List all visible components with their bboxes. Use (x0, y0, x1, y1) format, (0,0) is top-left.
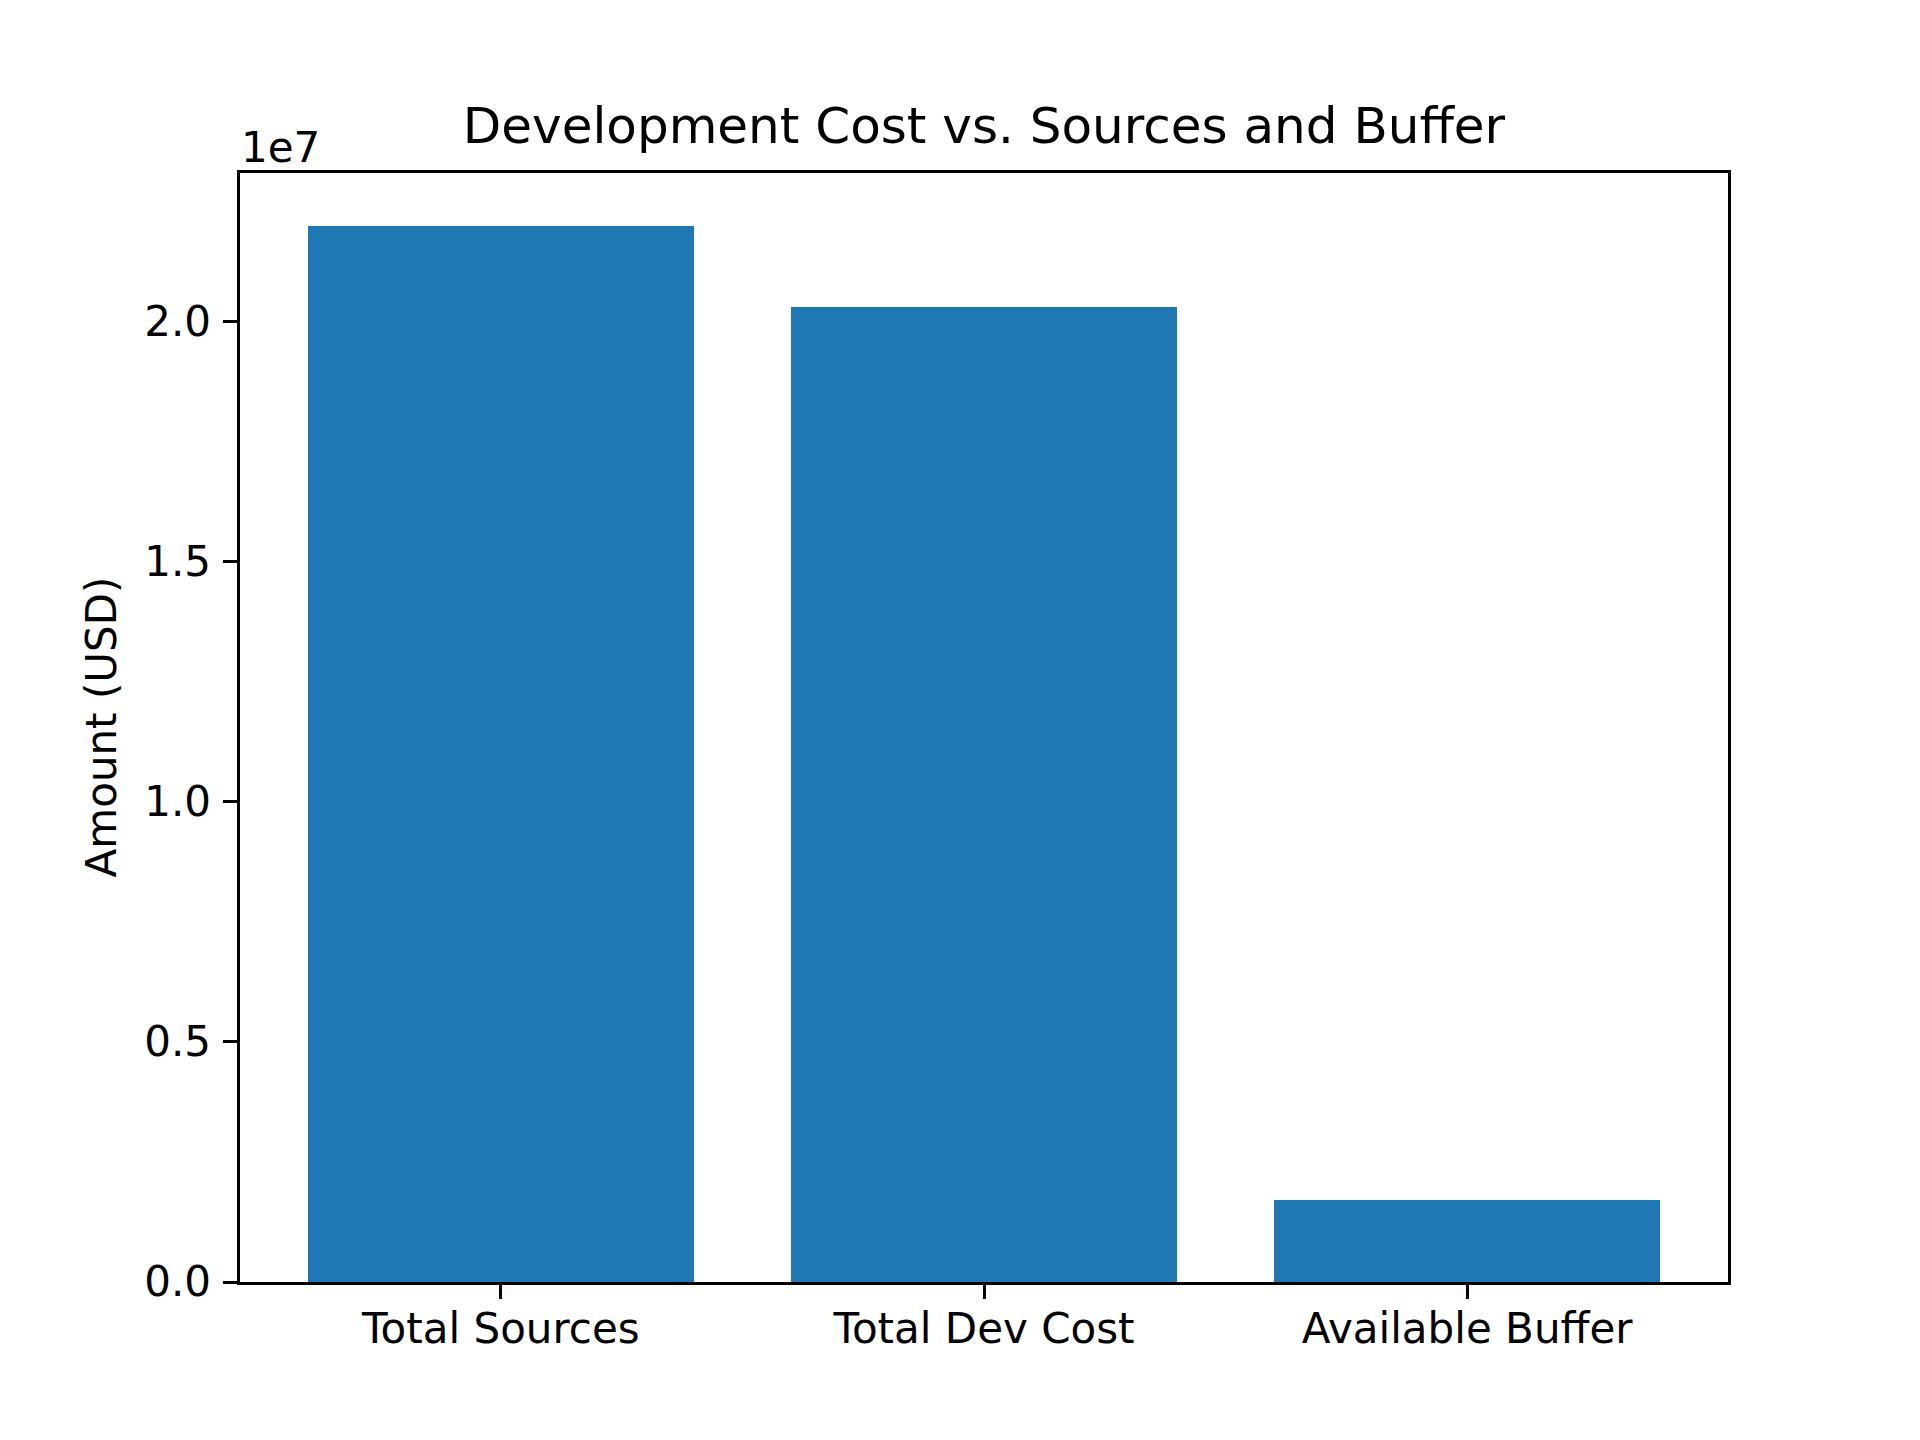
chart-title: Development Cost vs. Sources and Buffer (240, 101, 1728, 151)
x-tick-label-available-buffer: Available Buffer (1207, 1308, 1727, 1350)
x-tick-mark (1466, 1285, 1469, 1299)
y-tick-mark (223, 1281, 237, 1284)
y-tick-label: 0.0 (40, 1261, 211, 1303)
y-tick-label: 1.0 (40, 781, 211, 823)
bar-total-dev-cost (791, 307, 1177, 1282)
y-tick-mark (223, 320, 237, 323)
y-tick-mark (223, 560, 237, 563)
x-tick-mark (499, 1285, 502, 1299)
x-tick-label-total-sources: Total Sources (241, 1308, 761, 1350)
x-tick-mark (983, 1285, 986, 1299)
y-axis-label: Amount (USD) (81, 577, 123, 878)
bar-total-sources (308, 226, 694, 1282)
bar-available-buffer (1274, 1200, 1660, 1282)
y-tick-mark (223, 800, 237, 803)
x-tick-label-total-dev-cost: Total Dev Cost (724, 1308, 1244, 1350)
y-tick-label: 2.0 (40, 301, 211, 343)
y-tick-label: 0.5 (40, 1021, 211, 1063)
y-tick-mark (223, 1040, 237, 1043)
figure: Development Cost vs. Sources and Buffer … (0, 0, 1920, 1440)
y-tick-label: 1.5 (40, 541, 211, 583)
y-axis-offset-text: 1e7 (241, 127, 320, 169)
